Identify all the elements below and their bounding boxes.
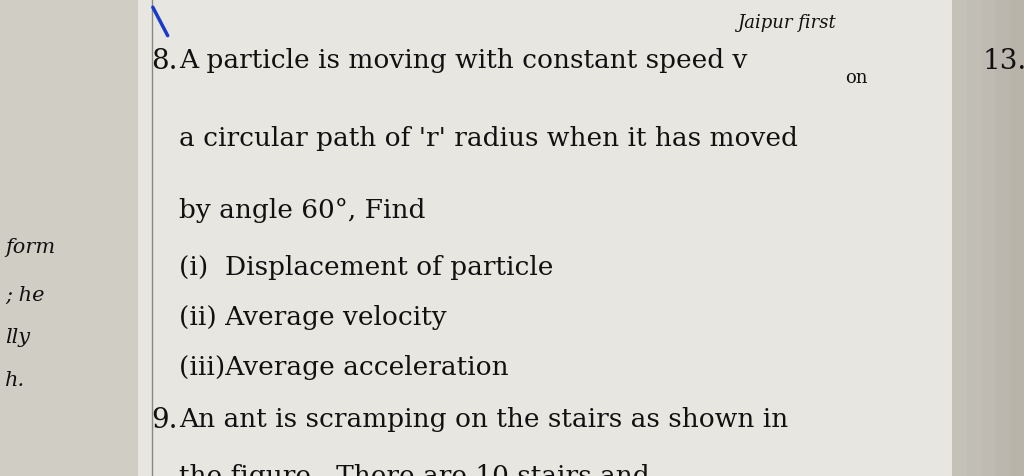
Text: lly: lly xyxy=(5,328,30,347)
Text: 8.: 8. xyxy=(152,48,178,75)
Text: A particle is moving with constant speed v: A particle is moving with constant speed… xyxy=(179,48,748,73)
Text: ; he: ; he xyxy=(5,286,45,305)
Bar xyxy=(981,0,995,476)
Text: the figure.  There are 10 stairs and: the figure. There are 10 stairs and xyxy=(179,464,650,476)
Text: form: form xyxy=(5,238,55,257)
Text: a circular path of 'r' radius when it has moved: a circular path of 'r' radius when it ha… xyxy=(179,126,798,151)
Bar xyxy=(967,0,981,476)
Text: (ii) Average velocity: (ii) Average velocity xyxy=(179,305,446,330)
Text: (iii)Average acceleration: (iii)Average acceleration xyxy=(179,355,509,380)
Text: by angle 60°, Find: by angle 60°, Find xyxy=(179,198,426,223)
Bar xyxy=(952,0,1024,476)
Text: h.: h. xyxy=(5,371,26,390)
Text: Jaipur first: Jaipur first xyxy=(737,14,836,32)
Bar xyxy=(1010,0,1024,476)
Bar xyxy=(0,0,138,476)
Bar xyxy=(952,0,967,476)
Text: 9.: 9. xyxy=(152,407,178,434)
Bar xyxy=(995,0,1010,476)
Text: 13.: 13. xyxy=(983,48,1024,75)
Text: An ant is scramping on the stairs as shown in: An ant is scramping on the stairs as sho… xyxy=(179,407,788,432)
Text: on: on xyxy=(845,69,867,87)
Text: (i)  Displacement of particle: (i) Displacement of particle xyxy=(179,255,554,280)
